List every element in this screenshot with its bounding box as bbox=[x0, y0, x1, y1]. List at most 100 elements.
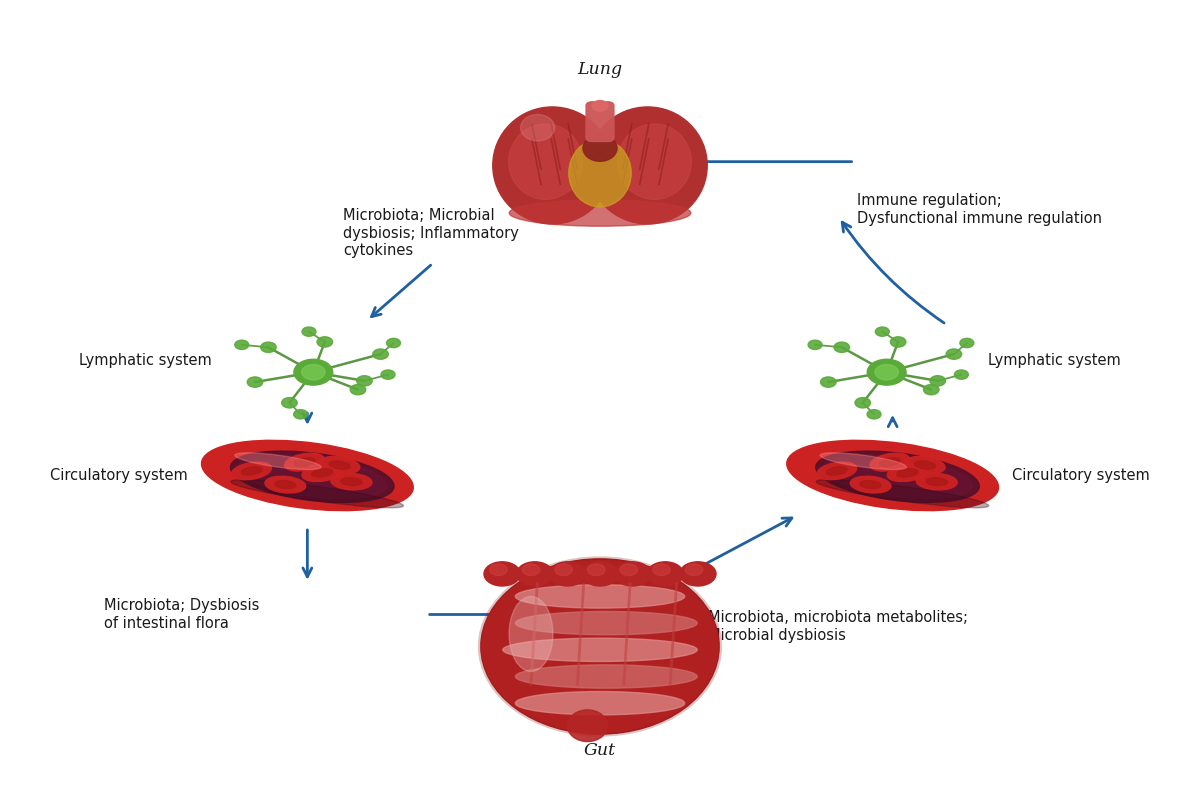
Circle shape bbox=[282, 398, 298, 408]
Circle shape bbox=[356, 376, 372, 386]
Circle shape bbox=[301, 365, 325, 380]
Circle shape bbox=[490, 564, 508, 575]
Ellipse shape bbox=[618, 124, 691, 199]
Circle shape bbox=[582, 562, 618, 586]
Ellipse shape bbox=[235, 453, 322, 470]
Circle shape bbox=[679, 562, 716, 586]
Circle shape bbox=[856, 398, 870, 408]
Ellipse shape bbox=[515, 691, 685, 715]
Ellipse shape bbox=[926, 478, 948, 486]
Text: Circulatory system: Circulatory system bbox=[1012, 468, 1150, 483]
Ellipse shape bbox=[823, 455, 972, 498]
Circle shape bbox=[868, 410, 881, 419]
Circle shape bbox=[317, 337, 332, 347]
Ellipse shape bbox=[880, 458, 900, 466]
Ellipse shape bbox=[312, 469, 332, 477]
Ellipse shape bbox=[493, 107, 612, 224]
Ellipse shape bbox=[302, 464, 342, 482]
Ellipse shape bbox=[230, 480, 403, 508]
Ellipse shape bbox=[905, 457, 946, 474]
Text: Circulatory system: Circulatory system bbox=[50, 468, 188, 483]
Ellipse shape bbox=[820, 453, 906, 470]
Text: Lymphatic system: Lymphatic system bbox=[79, 353, 212, 368]
Text: Microbiota, microbiota metabolites;
Microbial dysbiosis: Microbiota, microbiota metabolites; Micr… bbox=[708, 610, 967, 642]
Circle shape bbox=[808, 340, 822, 350]
Ellipse shape bbox=[583, 135, 617, 162]
Circle shape bbox=[484, 562, 521, 586]
Circle shape bbox=[868, 359, 906, 385]
Circle shape bbox=[647, 562, 684, 586]
Ellipse shape bbox=[481, 559, 719, 734]
Circle shape bbox=[386, 338, 401, 348]
Circle shape bbox=[382, 370, 395, 379]
Circle shape bbox=[954, 370, 968, 379]
Circle shape bbox=[350, 385, 366, 394]
Circle shape bbox=[924, 385, 940, 394]
Text: Microbiota; Microbial
dysbiosis; Inflammatory
cytokines: Microbiota; Microbial dysbiosis; Inflamm… bbox=[343, 208, 520, 258]
Ellipse shape bbox=[515, 665, 697, 688]
Circle shape bbox=[834, 342, 850, 353]
Circle shape bbox=[522, 564, 540, 575]
Text: Gut: Gut bbox=[584, 742, 616, 758]
Ellipse shape bbox=[509, 597, 553, 671]
Ellipse shape bbox=[816, 451, 979, 502]
Circle shape bbox=[235, 340, 248, 350]
Circle shape bbox=[890, 337, 906, 347]
Circle shape bbox=[685, 564, 703, 575]
Circle shape bbox=[821, 377, 836, 387]
Circle shape bbox=[516, 562, 553, 586]
Ellipse shape bbox=[275, 481, 296, 489]
Circle shape bbox=[302, 327, 316, 336]
Circle shape bbox=[554, 564, 572, 575]
Circle shape bbox=[588, 564, 605, 575]
Circle shape bbox=[875, 365, 899, 380]
Ellipse shape bbox=[241, 466, 262, 475]
Ellipse shape bbox=[827, 466, 847, 475]
Ellipse shape bbox=[319, 457, 360, 474]
Ellipse shape bbox=[568, 710, 607, 742]
Ellipse shape bbox=[860, 481, 881, 489]
Circle shape bbox=[247, 377, 263, 387]
Ellipse shape bbox=[816, 480, 989, 508]
Ellipse shape bbox=[787, 440, 998, 510]
Ellipse shape bbox=[515, 611, 697, 634]
Ellipse shape bbox=[896, 469, 918, 477]
Ellipse shape bbox=[515, 585, 685, 608]
Circle shape bbox=[294, 410, 307, 419]
Circle shape bbox=[550, 562, 586, 586]
Ellipse shape bbox=[230, 451, 394, 502]
Ellipse shape bbox=[916, 474, 958, 490]
Circle shape bbox=[946, 349, 961, 359]
Circle shape bbox=[592, 101, 608, 111]
Ellipse shape bbox=[817, 462, 857, 480]
Ellipse shape bbox=[870, 453, 910, 471]
Circle shape bbox=[930, 376, 946, 386]
Text: Lymphatic system: Lymphatic system bbox=[988, 353, 1121, 368]
Ellipse shape bbox=[509, 124, 582, 199]
Circle shape bbox=[653, 564, 671, 575]
Ellipse shape bbox=[341, 478, 362, 486]
Ellipse shape bbox=[202, 440, 413, 510]
Ellipse shape bbox=[265, 476, 306, 493]
Ellipse shape bbox=[294, 458, 314, 466]
Circle shape bbox=[373, 349, 389, 359]
Circle shape bbox=[614, 562, 650, 586]
Ellipse shape bbox=[503, 638, 697, 662]
Ellipse shape bbox=[284, 453, 324, 471]
Ellipse shape bbox=[521, 114, 554, 141]
Circle shape bbox=[875, 327, 889, 336]
Ellipse shape bbox=[914, 461, 936, 470]
Circle shape bbox=[960, 338, 974, 348]
Circle shape bbox=[260, 342, 276, 353]
Ellipse shape bbox=[569, 139, 631, 207]
Ellipse shape bbox=[851, 476, 890, 493]
Circle shape bbox=[294, 359, 332, 385]
Ellipse shape bbox=[509, 200, 691, 226]
Text: Lung: Lung bbox=[577, 62, 623, 78]
Ellipse shape bbox=[329, 461, 350, 470]
Circle shape bbox=[620, 564, 637, 575]
Ellipse shape bbox=[588, 107, 707, 224]
Text: Microbiota; Dysbiosis
of intestinal flora: Microbiota; Dysbiosis of intestinal flor… bbox=[104, 598, 259, 630]
Text: Immune regulation;
Dysfunctional immune regulation: Immune regulation; Dysfunctional immune … bbox=[857, 193, 1102, 226]
Ellipse shape bbox=[331, 474, 372, 490]
